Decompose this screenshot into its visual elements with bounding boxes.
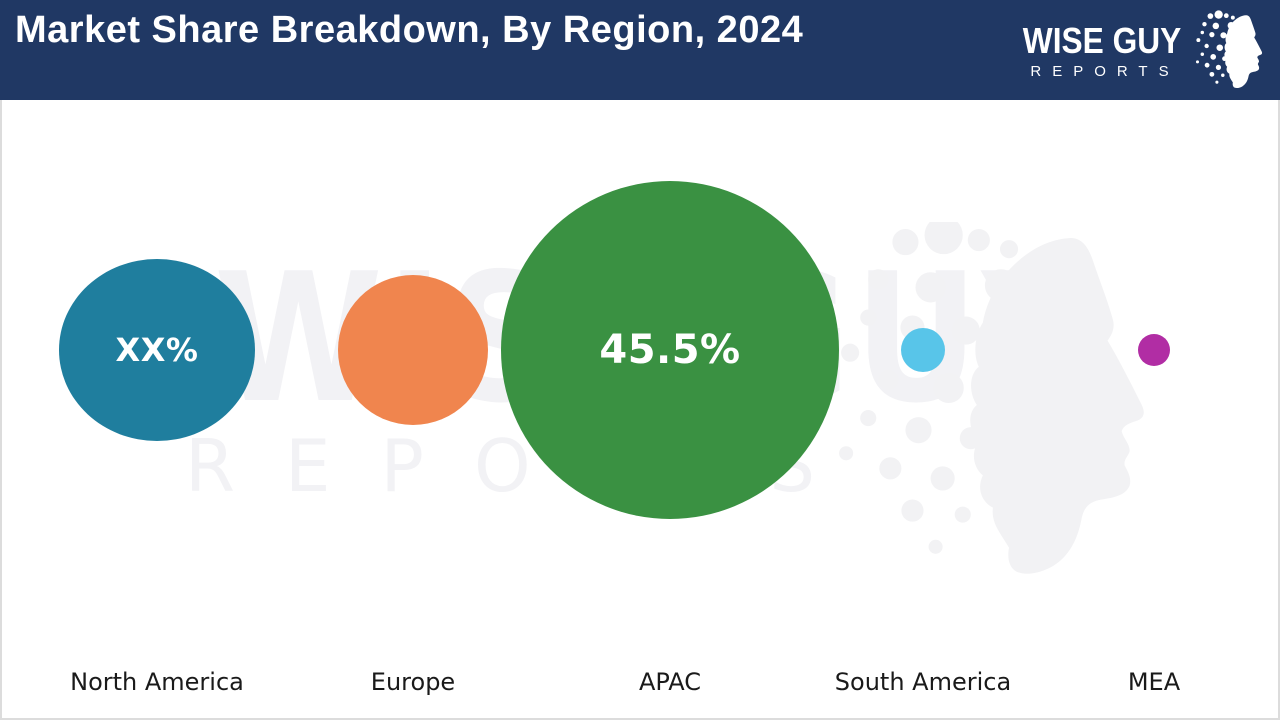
page-title: Market Share Breakdown, By Region, 2024 bbox=[15, 9, 804, 51]
category-label-europe: Europe bbox=[370, 668, 456, 696]
bubble-value-north-america: XX% bbox=[115, 331, 199, 369]
bubble-value-apac: 45.5% bbox=[599, 327, 741, 373]
header: Market Share Breakdown, By Region, 2024 … bbox=[0, 0, 1280, 100]
watermark-head-silhouette bbox=[839, 222, 1144, 574]
category-label-apac: APAC bbox=[638, 668, 702, 696]
brand-logo-text: WISE GUY REPORTS bbox=[1012, 19, 1192, 80]
brand-subtitle: REPORTS bbox=[1030, 62, 1180, 80]
bubble-mea[interactable] bbox=[1138, 334, 1170, 366]
bubble-south-america[interactable] bbox=[901, 328, 945, 372]
bubble-europe[interactable] bbox=[338, 275, 488, 425]
category-label-mea: MEA bbox=[1127, 668, 1181, 696]
bubble-apac[interactable]: 45.5% bbox=[501, 181, 839, 519]
brand-logo: WISE GUY REPORTS bbox=[1012, 10, 1266, 92]
bubble-north-america[interactable]: XX% bbox=[59, 259, 255, 441]
brand-name: WISE GUY bbox=[1022, 19, 1182, 61]
bubble-chart: WISE GUY REPORTS XX%North AmericaEurope4… bbox=[0, 100, 1280, 720]
category-label-south-america: South America bbox=[834, 668, 1012, 696]
brand-head-icon bbox=[1195, 10, 1263, 89]
category-label-north-america: North America bbox=[70, 668, 244, 696]
